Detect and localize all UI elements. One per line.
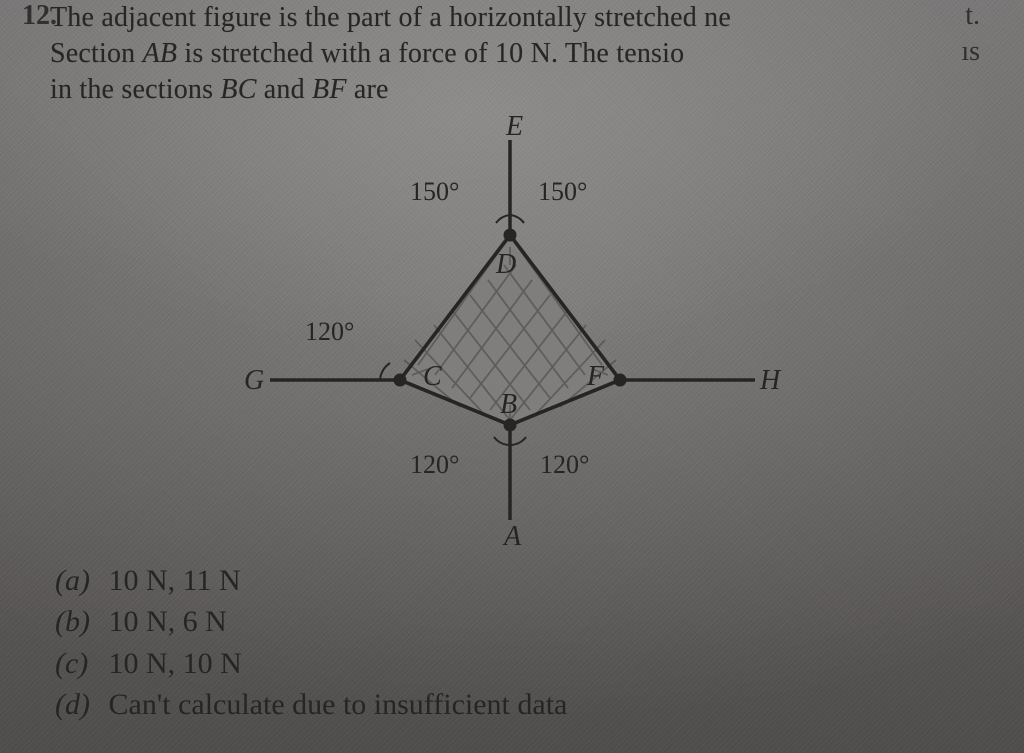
option-a-text: 10 N, 11 N xyxy=(109,564,241,597)
angle-120-botleft: 120° xyxy=(410,450,459,479)
angle-120-botright: 120° xyxy=(540,450,589,479)
arc-120-left xyxy=(380,363,390,380)
question-number: 12. xyxy=(22,0,57,32)
angle-150-left: 150° xyxy=(410,177,459,206)
q3mid: and xyxy=(257,74,312,105)
node-d xyxy=(504,229,517,242)
q3-bc: BC xyxy=(220,74,256,105)
option-c: (c) 10 N, 10 N xyxy=(55,643,755,684)
question-block: 12. The adjacent figure is the part of a… xyxy=(50,0,990,107)
option-b: (b) 10 N, 6 N xyxy=(55,601,755,642)
angle-150-right: 150° xyxy=(538,177,587,206)
label-a: A xyxy=(502,521,522,545)
label-d: D xyxy=(495,249,516,280)
node-f xyxy=(614,374,627,387)
q-line1-text: The adjacent figure is the part of a hor… xyxy=(50,2,731,33)
options-list: (a) 10 N, 11 N (b) 10 N, 6 N (c) 10 N, 1… xyxy=(55,560,755,726)
question-line-3: in the sections BC and BF are xyxy=(50,72,990,108)
option-d-label: (d) xyxy=(55,684,101,725)
option-c-text: 10 N, 10 N xyxy=(109,647,242,680)
label-b: B xyxy=(500,389,517,420)
question-line-2: Section AB is stretched with a force of … xyxy=(50,36,990,72)
q3a: in the sections xyxy=(50,74,220,105)
label-h: H xyxy=(759,365,782,396)
arc-120-botleft xyxy=(494,437,510,445)
node-b xyxy=(504,419,517,432)
label-e: E xyxy=(505,115,523,142)
label-g: G xyxy=(244,365,264,396)
q2b: is stretched with a force of 10 N. The t… xyxy=(177,38,684,69)
page: 12. The adjacent figure is the part of a… xyxy=(0,0,1024,753)
edge-fragment-2: ıs xyxy=(961,36,980,68)
q3end: are xyxy=(347,74,389,105)
diagram-svg: E G H A D C F B 150° 150° 120° 120° 120° xyxy=(200,115,820,545)
arc-120-botright xyxy=(510,437,526,445)
option-b-text: 10 N, 6 N xyxy=(109,605,227,638)
edge-fragment-1: t. xyxy=(965,0,980,32)
option-d: (d) Can't calculate due to insufficient … xyxy=(55,684,755,725)
option-c-label: (c) xyxy=(55,643,101,684)
option-b-label: (b) xyxy=(55,601,101,642)
diagram: E G H A D C F B 150° 150° 120° 120° 120° xyxy=(200,115,820,545)
arc-150-right xyxy=(510,215,524,223)
q2a: Section xyxy=(50,38,143,69)
option-a: (a) 10 N, 11 N xyxy=(55,560,755,601)
option-a-label: (a) xyxy=(55,560,101,601)
label-c: C xyxy=(423,361,442,392)
q3-bf: BF xyxy=(312,74,347,105)
arc-150-left xyxy=(496,215,510,223)
angle-120-left: 120° xyxy=(305,317,354,346)
option-d-text: Can't calculate due to insufficient data xyxy=(109,688,568,721)
node-c xyxy=(394,374,407,387)
question-line-1: The adjacent figure is the part of a hor… xyxy=(50,0,990,36)
q2-ab: AB xyxy=(143,38,178,69)
label-f: F xyxy=(586,361,605,392)
